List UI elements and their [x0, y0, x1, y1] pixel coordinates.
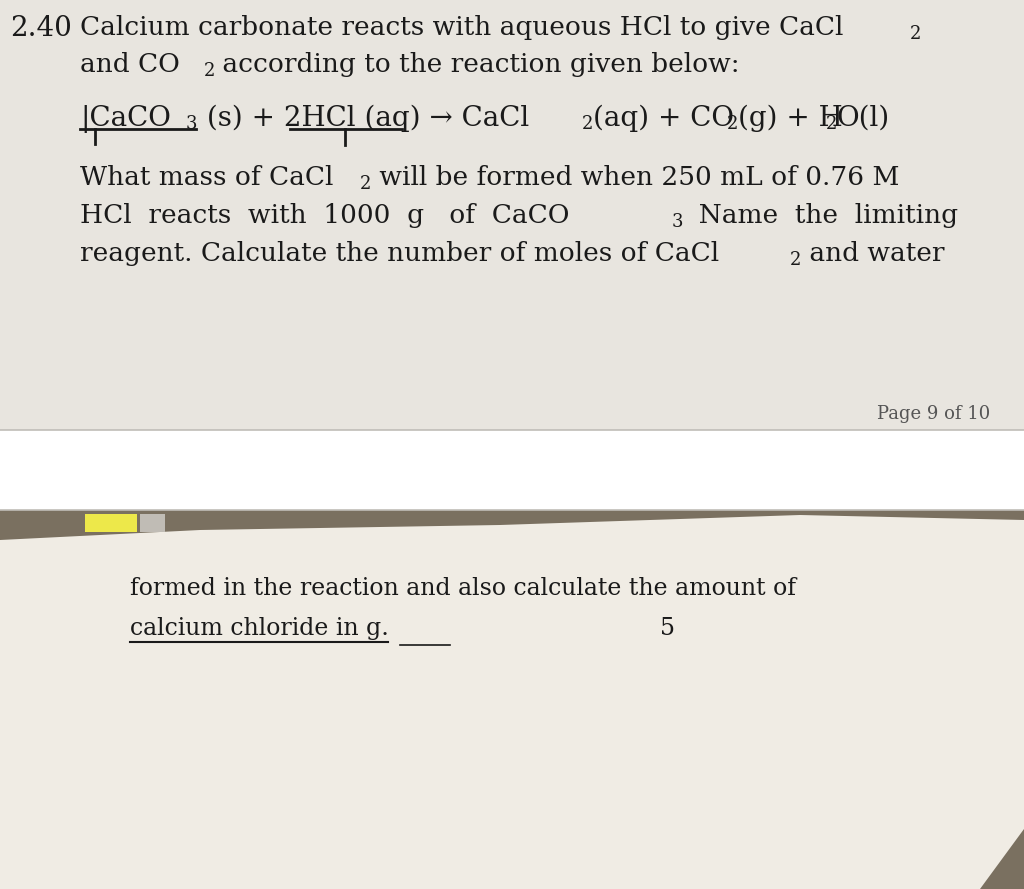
Text: will be formed when 250 mL of 0.76 M: will be formed when 250 mL of 0.76 M [371, 165, 899, 190]
Bar [140, 514, 165, 532]
Text: |CaCO: |CaCO [80, 105, 171, 133]
Text: Page 9 of 10: Page 9 of 10 [877, 405, 990, 423]
Bar [0, 0, 1024, 430]
Text: HCl  reacts  with  1000  g   of  CaCO: HCl reacts with 1000 g of CaCO [80, 203, 569, 228]
Text: and water: and water [801, 241, 944, 266]
Text: 2: 2 [910, 25, 922, 43]
Text: 3: 3 [186, 115, 198, 133]
Text: (aq) + CO: (aq) + CO [593, 105, 734, 132]
Text: 2: 2 [826, 115, 838, 133]
Text: according to the reaction given below:: according to the reaction given below: [214, 52, 739, 77]
Text: 2.40: 2.40 [10, 15, 72, 42]
Text: O(l): O(l) [837, 105, 890, 132]
Text: 5: 5 [660, 617, 675, 640]
Text: 3: 3 [672, 213, 683, 231]
Text: 2: 2 [582, 115, 593, 133]
Bar [0, 510, 1024, 889]
Text: reagent. Calculate the number of moles of CaCl: reagent. Calculate the number of moles o… [80, 241, 719, 266]
Bar [0, 430, 1024, 510]
Polygon shape [0, 515, 1024, 889]
Text: 2: 2 [204, 62, 215, 80]
Text: 2: 2 [790, 251, 802, 269]
Text: Calcium carbonate reacts with aqueous HCl to give CaCl: Calcium carbonate reacts with aqueous HC… [80, 15, 844, 40]
Text: formed in the reaction and also calculate the amount of: formed in the reaction and also calculat… [130, 577, 796, 600]
Text: (s) + 2HCl (aq) → CaCl: (s) + 2HCl (aq) → CaCl [198, 105, 529, 132]
Text: What mass of CaCl: What mass of CaCl [80, 165, 334, 190]
Bar [85, 514, 137, 532]
Text: Name  the  limiting: Name the limiting [682, 203, 958, 228]
Text: 2: 2 [360, 175, 372, 193]
Text: calcium chloride in g.: calcium chloride in g. [130, 617, 389, 640]
Text: (g) + H: (g) + H [738, 105, 843, 132]
Text: 2: 2 [727, 115, 738, 133]
Text: and CO: and CO [80, 52, 180, 77]
